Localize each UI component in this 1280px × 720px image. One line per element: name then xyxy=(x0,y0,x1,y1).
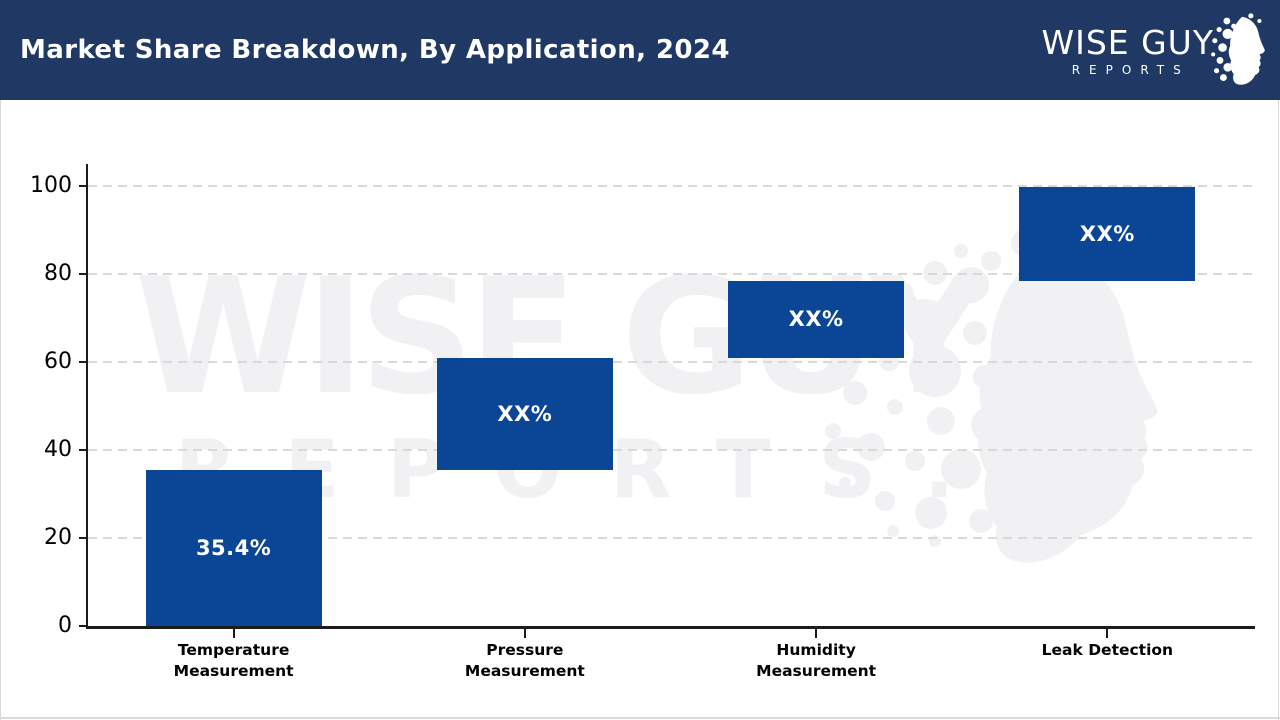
page-title: Market Share Breakdown, By Application, … xyxy=(20,35,730,65)
bar-label-leak-detection: XX% xyxy=(1079,221,1135,246)
x-tick-mark-leak-detection xyxy=(1106,629,1109,638)
page-border-right xyxy=(1278,100,1279,720)
category-label-leak-detection: Leak Detection xyxy=(1041,641,1174,659)
category-label-humidity-measurement: Humidity Measurement xyxy=(756,641,877,680)
logo-text: WISE GUY REPORTS xyxy=(1041,23,1214,77)
gridline-60 xyxy=(88,361,1253,363)
chart-area: WISE GUY REPORTS. xyxy=(0,100,1280,720)
x-tick-mark-pressure-measurement xyxy=(523,629,526,638)
logo-subtext: REPORTS xyxy=(1071,62,1190,77)
y-tick-label-40: 40 xyxy=(44,437,72,462)
y-tick-mark-80 xyxy=(79,273,86,275)
y-tick-label-60: 60 xyxy=(44,349,72,374)
logo-face-icon xyxy=(1211,13,1265,85)
page-border-bottom xyxy=(0,717,1280,719)
x-axis-spine xyxy=(86,626,1255,629)
y-tick-mark-20 xyxy=(79,537,86,539)
bar-temperature-measurement: 35.4% xyxy=(145,470,322,626)
y-tick-label-100: 100 xyxy=(30,173,72,198)
logo-wordmark: WISE GUY xyxy=(1041,23,1214,63)
bar-humidity-measurement: XX% xyxy=(728,280,905,358)
bar-label-temperature-measurement: 35.4% xyxy=(195,536,272,561)
gridline-40 xyxy=(88,449,1253,451)
x-tick-mark-temperature-measurement xyxy=(232,629,235,638)
y-tick-mark-40 xyxy=(79,449,86,451)
y-tick-label-0: 0 xyxy=(58,613,72,638)
page-border-left xyxy=(0,100,1,720)
category-label-pressure-measurement: Pressure Measurement xyxy=(464,641,585,680)
header-bar: Market Share Breakdown, By Application, … xyxy=(0,0,1280,100)
gridline-100 xyxy=(88,185,1253,187)
x-tick-mark-humidity-measurement xyxy=(815,629,818,638)
y-axis-spine xyxy=(86,164,88,626)
y-tick-mark-100 xyxy=(79,185,86,187)
brand-logo: WISE GUY REPORTS xyxy=(1041,8,1268,94)
y-tick-label-20: 20 xyxy=(44,525,72,550)
y-tick-label-80: 80 xyxy=(44,261,72,286)
bar-label-humidity-measurement: XX% xyxy=(788,307,844,332)
category-label-temperature-measurement: Temperature Measurement xyxy=(173,641,294,680)
gridline-20 xyxy=(88,537,1253,539)
bar-label-pressure-measurement: XX% xyxy=(497,401,553,426)
y-tick-mark-60 xyxy=(79,361,86,363)
gridline-80 xyxy=(88,273,1253,275)
bar-pressure-measurement: XX% xyxy=(436,357,613,471)
bar-leak-detection: XX% xyxy=(1019,186,1196,281)
y-tick-mark-0 xyxy=(79,625,86,627)
